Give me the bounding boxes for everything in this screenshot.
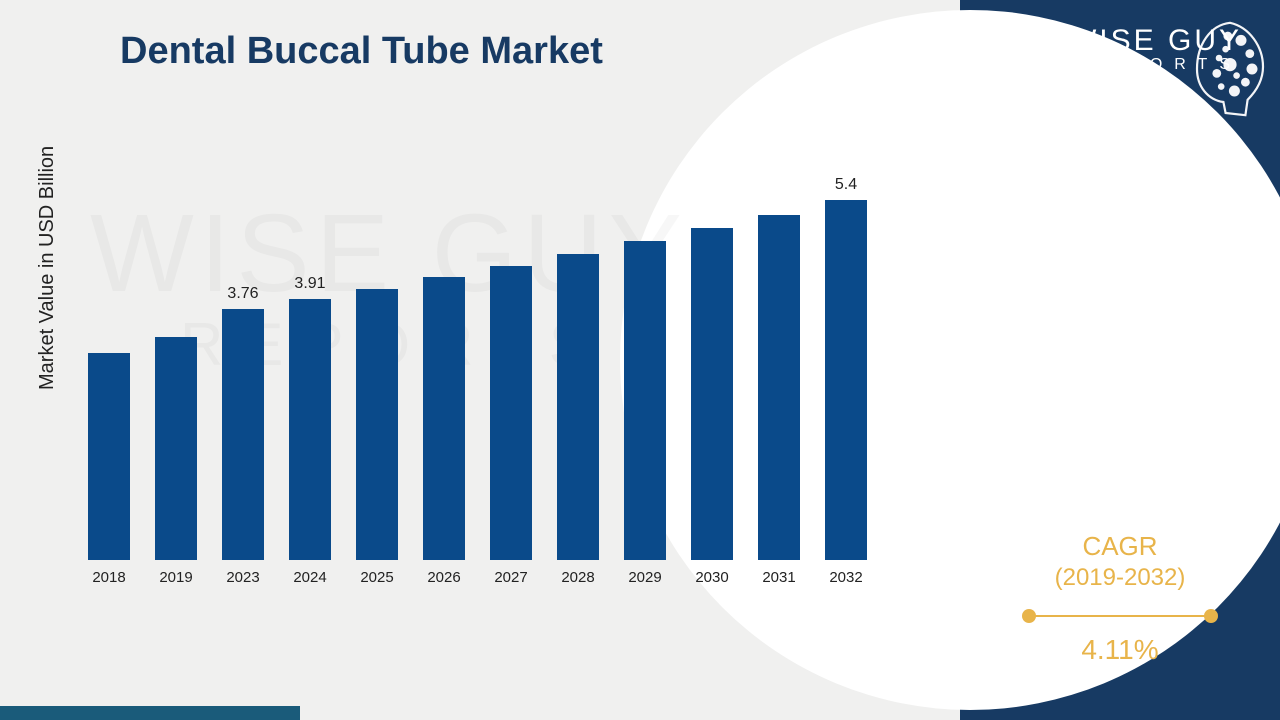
footer-accent-bar (0, 706, 300, 720)
bar (490, 266, 532, 560)
bar (356, 289, 398, 560)
bar (624, 241, 666, 560)
bar (758, 215, 800, 560)
bar-value-label: 3.76 (227, 285, 258, 303)
divider-dot-icon (1204, 609, 1218, 623)
bar (289, 299, 331, 560)
cagr-divider (1020, 606, 1220, 626)
bar-value-label: 5.4 (835, 176, 857, 194)
y-axis-label: Market Value in USD Billion (36, 146, 59, 390)
bar-chart: 2018201920233.7620243.912025202620272028… (88, 160, 888, 580)
bar (825, 200, 867, 560)
x-category-label: 2032 (829, 569, 862, 586)
x-category-label: 2031 (762, 569, 795, 586)
divider-line-icon (1028, 615, 1212, 617)
chart-title: Dental Buccal Tube Market (120, 30, 603, 73)
cagr-label: CAGR (1020, 531, 1220, 562)
bar-value-label: 3.91 (294, 275, 325, 293)
bar (691, 228, 733, 560)
x-category-label: 2029 (628, 569, 661, 586)
bar (557, 254, 599, 560)
x-category-label: 2026 (427, 569, 460, 586)
x-category-label: 2023 (226, 569, 259, 586)
x-category-label: 2019 (159, 569, 192, 586)
cagr-value: 4.11% (1020, 634, 1220, 666)
plot-area: 2018201920233.7620243.912025202620272028… (88, 160, 888, 560)
cagr-range: (2019-2032) (1020, 564, 1220, 592)
bar (155, 337, 197, 560)
logo-line2: REPORTS (1068, 56, 1242, 74)
cagr-block: CAGR (2019-2032) 4.11% (1020, 531, 1220, 666)
infographic-stage: WISE GUY REPORTS Dental Buccal Tube Mark… (0, 0, 1280, 720)
x-category-label: 2018 (92, 569, 125, 586)
bar (222, 309, 264, 560)
x-category-label: 2027 (494, 569, 527, 586)
x-category-label: 2024 (293, 569, 326, 586)
x-category-label: 2025 (360, 569, 393, 586)
bar (88, 353, 130, 560)
bar (423, 277, 465, 560)
x-category-label: 2030 (695, 569, 728, 586)
logo-line1: WISE GUY (1068, 24, 1242, 58)
x-category-label: 2028 (561, 569, 594, 586)
brand-logo: WISE GUY REPORTS (1068, 24, 1242, 74)
